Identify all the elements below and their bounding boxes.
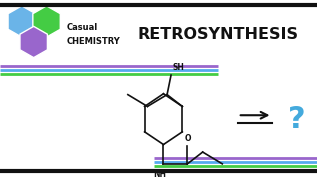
Polygon shape: [8, 6, 36, 37]
Text: O: O: [184, 134, 191, 143]
Polygon shape: [33, 6, 60, 37]
Polygon shape: [20, 26, 47, 58]
Text: SH: SH: [172, 63, 184, 72]
Text: NH: NH: [153, 170, 166, 179]
Text: CHEMISTRY: CHEMISTRY: [66, 37, 120, 46]
Text: RETROSYNTHESIS: RETROSYNTHESIS: [137, 27, 299, 42]
Text: ?: ?: [288, 105, 306, 134]
Text: Casual: Casual: [66, 23, 98, 32]
